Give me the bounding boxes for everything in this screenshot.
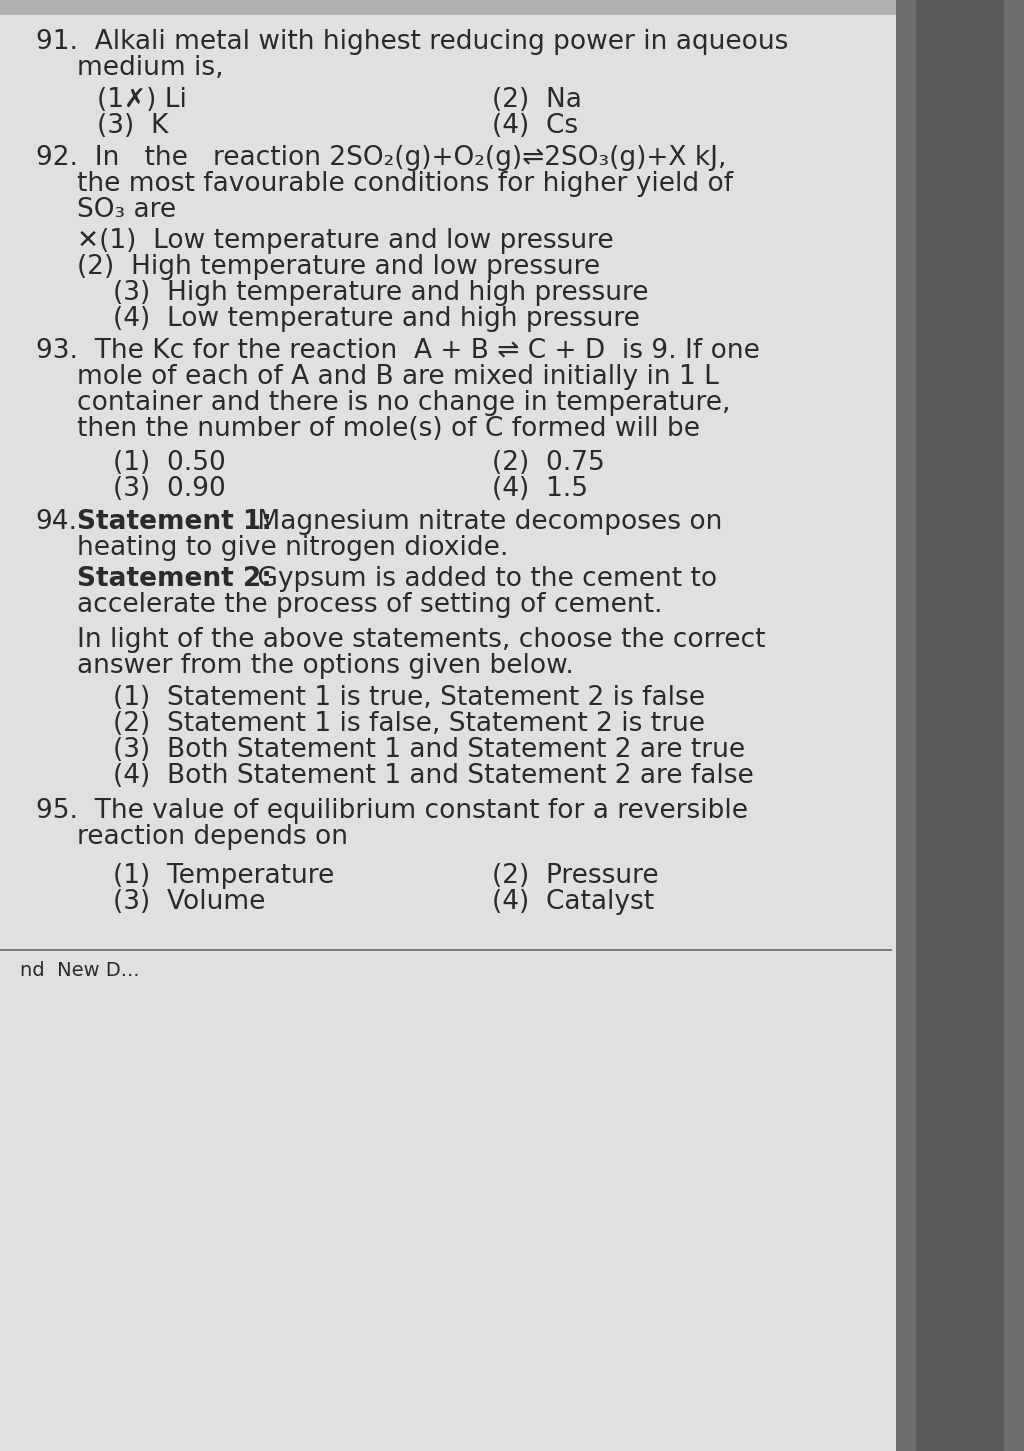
Text: (2)  Pressure: (2) Pressure [492,863,658,889]
Text: Gypsum is added to the cement to: Gypsum is added to the cement to [249,566,717,592]
Text: 94.: 94. [36,509,78,535]
Text: (1)  Statement 1 is true, Statement 2 is false: (1) Statement 1 is true, Statement 2 is … [113,685,705,711]
Text: (4)  Both Statement 1 and Statement 2 are false: (4) Both Statement 1 and Statement 2 are… [113,763,754,789]
Text: Statement 2:: Statement 2: [77,566,271,592]
Text: (1✗) Li: (1✗) Li [97,87,187,113]
Text: answer from the options given below.: answer from the options given below. [77,653,573,679]
Text: Magnesium nitrate decomposes on: Magnesium nitrate decomposes on [249,509,722,535]
Text: container and there is no change in temperature,: container and there is no change in temp… [77,390,730,416]
Text: (2)  High temperature and low pressure: (2) High temperature and low pressure [77,254,600,280]
Bar [916,0,1004,1451]
Text: (2)  Na: (2) Na [492,87,582,113]
Text: (3)  K: (3) K [97,113,169,139]
Text: nd  New D...: nd New D... [20,961,140,979]
Text: (3)  High temperature and high pressure: (3) High temperature and high pressure [113,280,648,306]
Text: mole of each of A and B are mixed initially in 1 L: mole of each of A and B are mixed initia… [77,364,719,390]
Text: (4)  Cs: (4) Cs [492,113,578,139]
Text: then the number of mole(s) of C formed will be: then the number of mole(s) of C formed w… [77,416,699,443]
Text: heating to give nitrogen dioxide.: heating to give nitrogen dioxide. [77,535,508,562]
Text: (2)  0.75: (2) 0.75 [492,450,604,476]
Text: reaction depends on: reaction depends on [77,824,348,850]
Text: ✕(1)  Low temperature and low pressure: ✕(1) Low temperature and low pressure [77,228,613,254]
Text: Statement 1:: Statement 1: [77,509,271,535]
Text: (3)  0.90: (3) 0.90 [113,476,225,502]
Text: (4)  Catalyst: (4) Catalyst [492,889,653,916]
Text: 91.  Alkali metal with highest reducing power in aqueous: 91. Alkali metal with highest reducing p… [36,29,788,55]
Text: (1)  0.50: (1) 0.50 [113,450,225,476]
Text: (4)  Low temperature and high pressure: (4) Low temperature and high pressure [113,306,640,332]
Text: SO₃ are: SO₃ are [77,197,176,223]
Text: (2)  Statement 1 is false, Statement 2 is true: (2) Statement 1 is false, Statement 2 is… [113,711,705,737]
Text: (3)  Volume: (3) Volume [113,889,265,916]
Bar [0,0,896,15]
Text: (4)  1.5: (4) 1.5 [492,476,588,502]
Text: In light of the above statements, choose the correct: In light of the above statements, choose… [77,627,765,653]
Text: 95.  The value of equilibrium constant for a reversible: 95. The value of equilibrium constant fo… [36,798,748,824]
Text: accelerate the process of setting of cement.: accelerate the process of setting of cem… [77,592,663,618]
Text: (3)  Both Statement 1 and Statement 2 are true: (3) Both Statement 1 and Statement 2 are… [113,737,744,763]
Bar [896,0,1024,1451]
Text: medium is,: medium is, [77,55,223,81]
Text: 93.  The Kᴄ for the reaction  A + B ⇌ C + D  is 9. If one: 93. The Kᴄ for the reaction A + B ⇌ C + … [36,338,760,364]
Text: 92.  In   the   reaction 2SO₂(g)+O₂(g)⇌2SO₃(g)+X kJ,: 92. In the reaction 2SO₂(g)+O₂(g)⇌2SO₃(g… [36,145,726,171]
Text: (1)  Temperature: (1) Temperature [113,863,334,889]
Text: the most favourable conditions for higher yield of: the most favourable conditions for highe… [77,171,733,197]
